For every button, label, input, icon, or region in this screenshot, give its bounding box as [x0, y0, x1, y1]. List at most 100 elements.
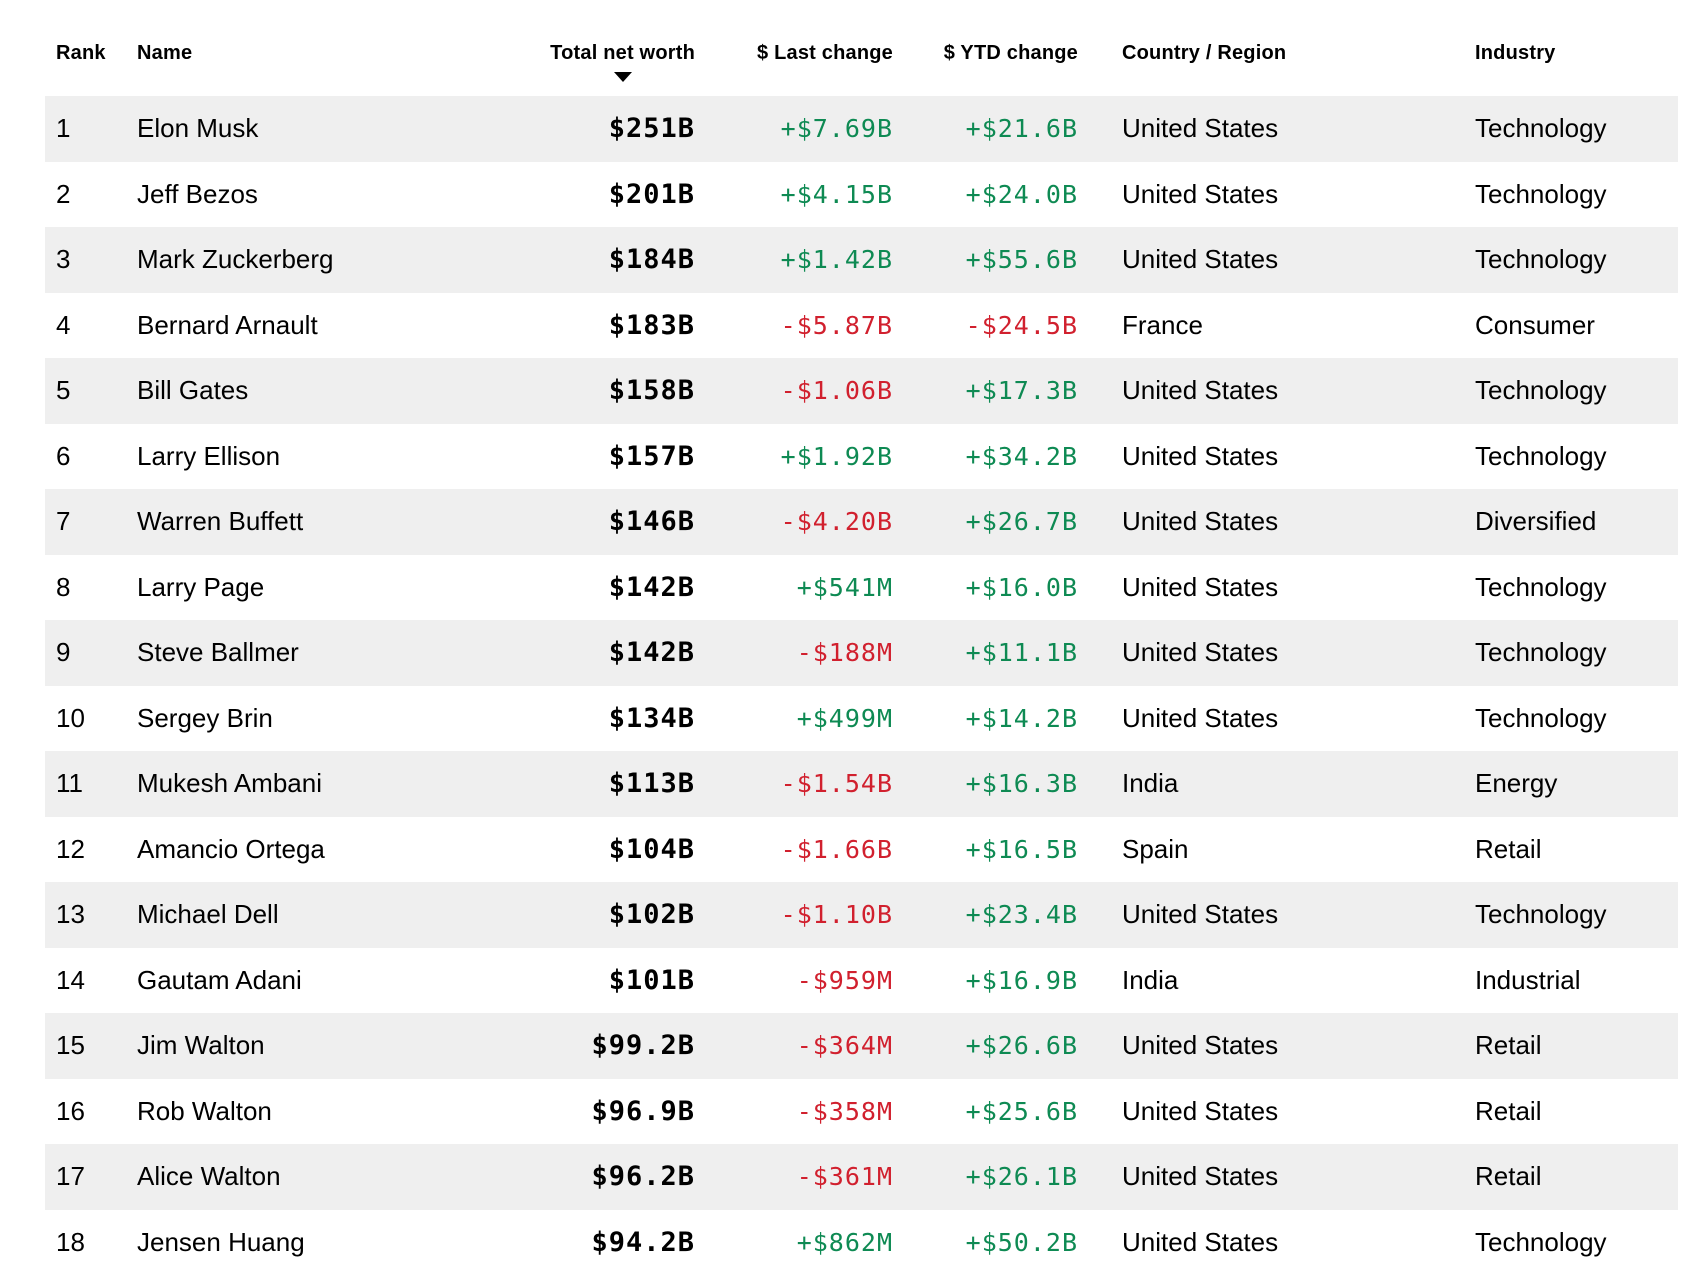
last-change-cell: -$188M [796, 638, 893, 668]
table-row[interactable]: 11 Mukesh Ambani $113B -$1.54B +$16.3B I… [45, 751, 1678, 817]
name-cell: Jeff Bezos [137, 178, 258, 209]
ytd-change-cell: +$23.4B [965, 900, 1078, 930]
table-row[interactable]: 7 Warren Buffett $146B -$4.20B +$26.7B U… [45, 489, 1678, 555]
ytd-change-cell: +$55.6B [965, 245, 1078, 275]
column-header-ytd-change[interactable]: $ YTD change [943, 42, 1078, 64]
table-header-row: Rank Name Total net worth $ Last change … [45, 38, 1678, 96]
industry-cell: Technology [1475, 571, 1607, 602]
name-cell: Mukesh Ambani [137, 768, 322, 799]
name-cell: Mark Zuckerberg [137, 244, 334, 275]
table-row[interactable]: 9 Steve Ballmer $142B -$188M +$11.1B Uni… [45, 620, 1678, 686]
table-row[interactable]: 18 Jensen Huang $94.2B +$862M +$50.2B Un… [45, 1210, 1678, 1276]
ytd-change-cell: +$16.5B [965, 834, 1078, 864]
name-cell: Jensen Huang [137, 1226, 305, 1257]
name-cell: Rob Walton [137, 1095, 272, 1126]
name-cell: Sergey Brin [137, 702, 273, 733]
net-worth-cell: $113B [608, 768, 695, 800]
country-cell: United States [1122, 899, 1279, 930]
table-row[interactable]: 14 Gautam Adani $101B -$959M +$16.9B Ind… [45, 948, 1678, 1014]
rank-cell: 17 [56, 1161, 85, 1192]
net-worth-cell: $99.2B [591, 1030, 695, 1062]
column-header-industry[interactable]: Industry [1475, 42, 1556, 64]
country-cell: United States [1122, 571, 1279, 602]
country-cell: United States [1122, 637, 1279, 668]
industry-cell: Technology [1475, 375, 1607, 406]
industry-cell: Technology [1475, 244, 1607, 275]
table-row[interactable]: 10 Sergey Brin $134B +$499M +$14.2B Unit… [45, 686, 1678, 752]
ytd-change-cell: +$26.1B [965, 1162, 1078, 1192]
column-header-rank[interactable]: Rank [56, 42, 106, 64]
rank-cell: 18 [56, 1226, 85, 1257]
net-worth-cell: $96.2B [591, 1161, 695, 1193]
industry-cell: Technology [1475, 440, 1607, 471]
name-cell: Steve Ballmer [137, 637, 299, 668]
table-row[interactable]: 6 Larry Ellison $157B +$1.92B +$34.2B Un… [45, 424, 1678, 490]
last-change-cell: -$959M [796, 965, 893, 995]
industry-cell: Technology [1475, 702, 1607, 733]
ytd-change-cell: +$16.3B [965, 769, 1078, 799]
net-worth-cell: $96.9B [591, 1095, 695, 1127]
column-header-name[interactable]: Name [137, 42, 193, 64]
rank-cell: 10 [56, 702, 85, 733]
last-change-cell: +$7.69B [780, 114, 893, 144]
table-row[interactable]: 15 Jim Walton $99.2B -$364M +$26.6B Unit… [45, 1013, 1678, 1079]
industry-cell: Technology [1475, 899, 1607, 930]
last-change-cell: -$1.10B [780, 900, 893, 930]
country-cell: United States [1122, 1226, 1279, 1257]
rank-cell: 1 [56, 113, 71, 144]
table-row[interactable]: 3 Mark Zuckerberg $184B +$1.42B +$55.6B … [45, 227, 1678, 293]
table-row[interactable]: 16 Rob Walton $96.9B -$358M +$25.6B Unit… [45, 1079, 1678, 1145]
last-change-cell: -$364M [796, 1031, 893, 1061]
column-header-last-change[interactable]: $ Last change [757, 42, 893, 64]
table-row[interactable]: 13 Michael Dell $102B -$1.10B +$23.4B Un… [45, 882, 1678, 948]
name-cell: Alice Walton [137, 1161, 281, 1192]
net-worth-cell: $94.2B [591, 1226, 695, 1258]
table-row[interactable]: 5 Bill Gates $158B -$1.06B +$17.3B Unite… [45, 358, 1678, 424]
country-cell: India [1122, 768, 1179, 799]
net-worth-cell: $142B [608, 637, 695, 669]
ytd-change-cell: +$50.2B [965, 1227, 1078, 1257]
ytd-change-cell: +$26.6B [965, 1031, 1078, 1061]
ytd-change-cell: +$14.2B [965, 703, 1078, 733]
net-worth-cell: $201B [608, 178, 695, 210]
country-cell: United States [1122, 178, 1279, 209]
industry-cell: Consumer [1475, 309, 1595, 340]
ytd-change-cell: +$34.2B [965, 441, 1078, 471]
country-cell: United States [1122, 244, 1279, 275]
rank-cell: 11 [56, 768, 83, 799]
table-row[interactable]: 1 Elon Musk $251B +$7.69B +$21.6B United… [45, 96, 1678, 162]
table-row[interactable]: 12 Amancio Ortega $104B -$1.66B +$16.5B … [45, 817, 1678, 883]
net-worth-cell: $157B [608, 440, 695, 472]
country-cell: United States [1122, 113, 1279, 144]
name-cell: Michael Dell [137, 899, 279, 930]
ytd-change-cell: +$16.0B [965, 572, 1078, 602]
industry-cell: Energy [1475, 768, 1558, 799]
table-row[interactable]: 17 Alice Walton $96.2B -$361M +$26.1B Un… [45, 1144, 1678, 1210]
industry-cell: Technology [1475, 1226, 1607, 1257]
rank-cell: 8 [56, 571, 71, 602]
country-cell: India [1122, 964, 1179, 995]
name-cell: Jim Walton [137, 1030, 265, 1061]
ytd-change-cell: +$26.7B [965, 507, 1078, 537]
last-change-cell: +$1.42B [780, 245, 893, 275]
column-header-country-region[interactable]: Country / Region [1122, 42, 1287, 64]
rank-cell: 2 [56, 178, 71, 209]
ytd-change-cell: +$11.1B [965, 638, 1078, 668]
industry-cell: Diversified [1475, 506, 1597, 537]
rank-cell: 5 [56, 375, 71, 406]
industry-cell: Technology [1475, 178, 1607, 209]
table-row[interactable]: 4 Bernard Arnault $183B -$5.87B -$24.5B … [45, 293, 1678, 359]
industry-cell: Retail [1475, 833, 1542, 864]
country-cell: United States [1122, 506, 1279, 537]
table-row[interactable]: 8 Larry Page $142B +$541M +$16.0B United… [45, 555, 1678, 621]
ytd-change-cell: +$17.3B [965, 376, 1078, 406]
net-worth-cell: $158B [608, 375, 695, 407]
rank-cell: 16 [56, 1095, 85, 1126]
last-change-cell: -$358M [796, 1096, 893, 1126]
net-worth-cell: $101B [608, 964, 695, 996]
name-cell: Amancio Ortega [137, 833, 325, 864]
table-row[interactable]: 2 Jeff Bezos $201B +$4.15B +$24.0B Unite… [45, 162, 1678, 228]
column-header-net-worth[interactable]: Total net worth [500, 38, 695, 82]
country-cell: United States [1122, 1161, 1279, 1192]
net-worth-cell: $134B [608, 702, 695, 734]
